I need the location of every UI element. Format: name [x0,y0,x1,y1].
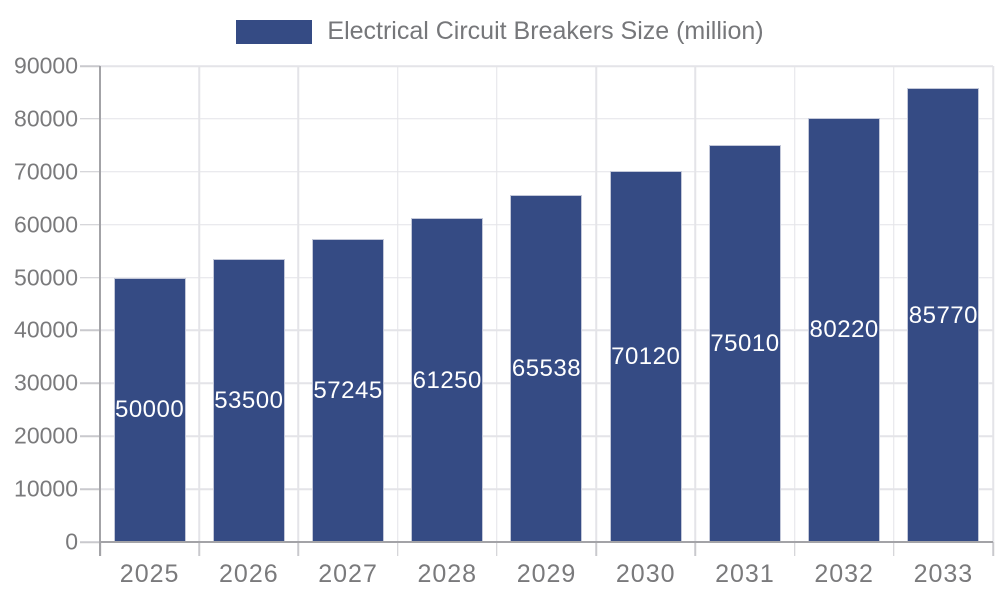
gridline-vertical [198,66,200,542]
y-tick-label: 90000 [14,52,78,79]
x-axis-tick [496,542,498,556]
y-axis-tick [80,435,100,437]
y-axis-line [99,66,101,556]
gridline-vertical [396,66,399,542]
bar-2029[interactable]: 65538 [510,195,583,542]
y-tick-label: 70000 [14,158,78,185]
bar-2033[interactable]: 85770 [907,88,980,542]
gridline-vertical [992,66,994,542]
bar-value-label: 80220 [809,316,879,344]
bar-value-label: 50000 [114,396,185,424]
legend-swatch [236,19,313,44]
y-axis-tick [80,488,100,490]
bar-slot-2028: 61250 [398,66,497,542]
x-axis-line [99,540,993,543]
y-axis-tick [80,329,100,332]
bar-value-label: 70120 [611,343,681,371]
x-tick-label-2031: 2031 [715,560,775,588]
bar-2026[interactable]: 53500 [212,259,285,542]
plot-area: 50000 53500 57245 61250 65538 70120 75010 80220… [100,65,994,542]
x-tick-label-2032: 2032 [814,560,874,588]
y-tick-label: 50000 [14,264,78,291]
y-axis-tick [80,382,100,385]
bar-slot-2031: 75010 [695,66,794,542]
x-tick-label-2025: 2025 [119,560,180,588]
y-axis-tick [80,171,100,173]
x-axis-tick [396,542,399,556]
bar-value-label: 61250 [412,366,482,394]
bar-value-label: 65538 [511,355,582,383]
bar-slot-2032: 80220 [795,66,894,542]
y-tick-label: 60000 [14,211,78,238]
bar-slot-2025: 50000 [100,66,199,542]
x-axis-tick [793,542,796,556]
y-axis-labels: 0 10000 20000 30000 40000 50000 60000 70000 8000… [0,53,78,555]
y-axis-tick [80,118,100,120]
bar-2028[interactable]: 61250 [411,218,484,542]
bar-2025[interactable]: 50000 [113,277,186,542]
chart-legend[interactable]: Electrical Circuit Breakers Size (millio… [0,17,1000,46]
bar-slot-2029: 65538 [497,66,596,542]
y-axis-tick [80,223,100,226]
bar-value-label: 53500 [214,387,284,415]
x-tick-label-2030: 2030 [615,560,676,588]
x-axis-labels: 2025 2026 2027 2028 2029 2030 2031 2032 2033 [100,560,993,596]
bar-slot-2026: 53500 [199,66,298,542]
x-axis-tick [297,542,300,556]
gridline-horizontal [100,171,993,173]
y-axis-ticks [80,65,100,543]
legend-label: Electrical Circuit Breakers Size (millio… [327,17,764,45]
bar-value-label: 57245 [313,377,383,405]
bar-value-label: 75010 [710,330,780,358]
x-axis-tick [893,542,895,556]
x-tick-label-2026: 2026 [219,560,279,588]
gridline-horizontal [100,65,993,67]
bar-2027[interactable]: 57245 [312,239,385,542]
x-axis-tick [694,542,697,556]
bar-value-label: 85770 [908,301,978,329]
bar-slot-2030: 70120 [596,66,695,542]
x-tick-label-2029: 2029 [516,560,577,588]
y-axis-tick [80,276,100,279]
x-axis-tick [198,542,200,556]
bar-slot-2027: 57245 [298,66,397,542]
gridline-vertical [496,66,498,542]
bar-2032[interactable]: 80220 [808,117,881,542]
y-tick-label: 30000 [14,369,78,396]
gridline-vertical [297,66,300,542]
gridline-vertical [893,66,895,542]
y-tick-label: 40000 [14,316,78,343]
y-tick-label: 80000 [14,105,78,132]
y-tick-label: 0 [65,528,78,555]
bar-slot-2033: 85770 [894,66,993,542]
gridline-vertical [793,66,796,542]
x-axis-tick [992,542,994,556]
bar-2031[interactable]: 75010 [708,145,781,542]
y-axis-tick [80,65,100,67]
gridline-horizontal [100,118,993,120]
x-axis-tick [595,542,597,556]
x-tick-label-2027: 2027 [318,560,378,588]
x-tick-label-2028: 2028 [417,560,478,588]
gridline-vertical [694,66,697,542]
y-tick-label: 20000 [14,422,78,449]
x-tick-label-2033: 2033 [913,560,974,588]
bar-2030[interactable]: 70120 [609,171,682,542]
x-axis-ticks [99,542,994,556]
gridline-vertical [595,66,597,542]
y-axis-tick [80,541,100,543]
y-tick-label: 10000 [14,475,78,502]
